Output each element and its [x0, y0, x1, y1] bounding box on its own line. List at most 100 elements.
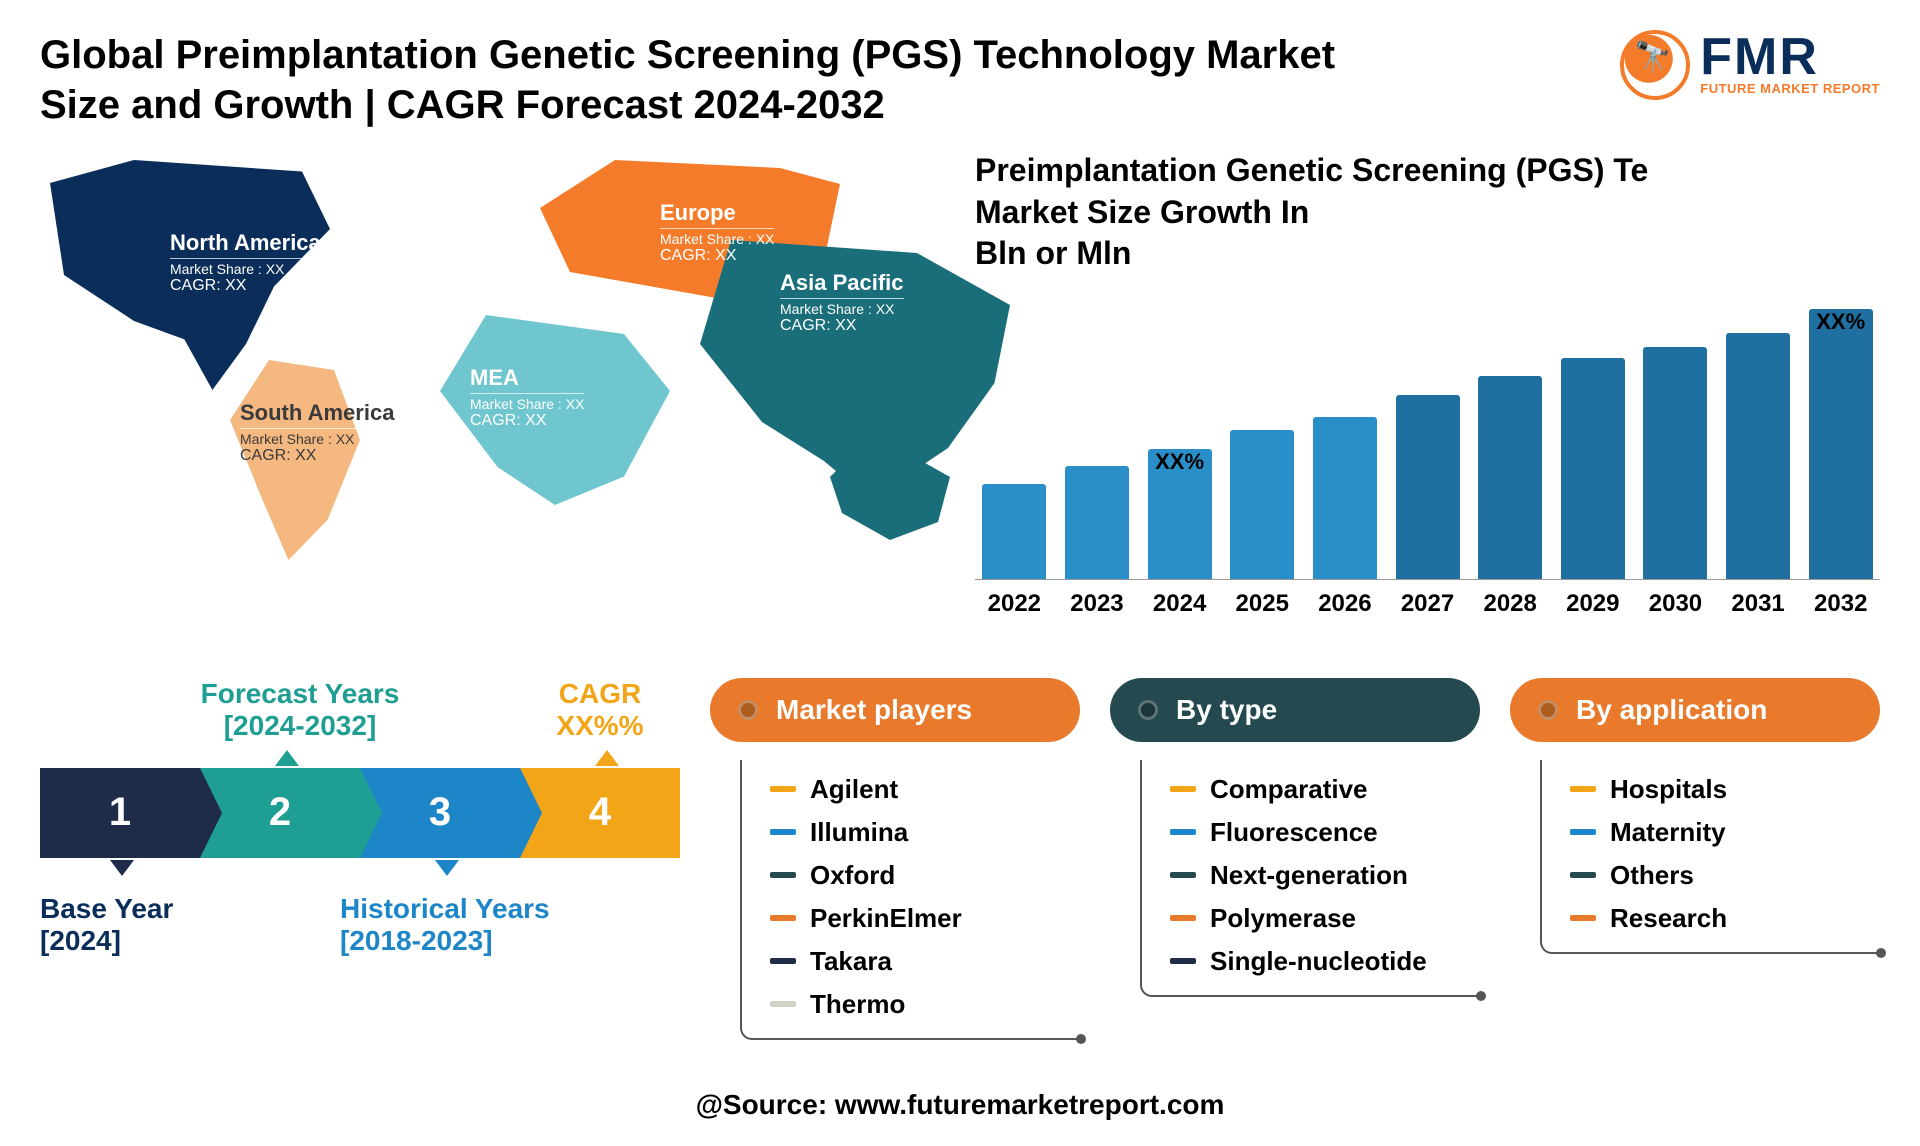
bar-col: XX%: [1146, 449, 1213, 579]
mid-row: North AmericaMarket Share : XXCAGR: XXSo…: [40, 150, 1880, 618]
x-tick-label: 2032: [1807, 590, 1874, 618]
segment-item: Agilent: [770, 768, 1080, 811]
timeline-segment: 4: [520, 768, 680, 858]
region-name: MEA: [470, 365, 584, 391]
segment-item-label: Research: [1610, 903, 1727, 934]
page-title: Global Preimplantation Genetic Screening…: [40, 30, 1340, 130]
market-players-title: Market players: [776, 694, 972, 726]
segment-item: Polymerase: [1170, 897, 1480, 940]
swatch-icon: [770, 872, 796, 878]
region-name: South America: [240, 400, 394, 426]
swatch-icon: [770, 829, 796, 835]
timeline-bar: 1234: [40, 768, 680, 858]
source-attribution: @Source: www.futuremarketreport.com: [696, 1089, 1225, 1121]
page-title-block: Global Preimplantation Genetic Screening…: [40, 30, 1340, 130]
region-name: Asia Pacific: [780, 270, 904, 296]
region-label-eu: EuropeMarket Share : XXCAGR: XX: [660, 200, 774, 265]
swatch-icon: [1570, 829, 1596, 835]
swatch-icon: [1170, 915, 1196, 921]
swatch-icon: [1170, 958, 1196, 964]
segment-item: PerkinElmer: [770, 897, 1080, 940]
bar: [1478, 376, 1542, 579]
by-application-list: Hospitals Maternity Others Research: [1540, 760, 1880, 954]
region-cagr: CAGR: XX: [470, 412, 584, 430]
swatch-icon: [1570, 786, 1596, 792]
segment-item-label: Comparative: [1210, 774, 1368, 805]
segment-item-label: Oxford: [810, 860, 895, 891]
by-application-col: By application Hospitals Maternity Others R…: [1510, 678, 1880, 954]
by-type-col: By type Comparative Fluorescence Next-gene…: [1110, 678, 1480, 997]
segment-item-label: Takara: [810, 946, 892, 977]
bar-col: [1064, 466, 1131, 579]
segment-item: Takara: [770, 940, 1080, 983]
bar: [1643, 347, 1707, 579]
bar-col: XX%: [1807, 309, 1874, 579]
segment-item-label: Next-generation: [1210, 860, 1408, 891]
x-tick-label: 2028: [1477, 590, 1544, 618]
segment-item-label: Maternity: [1610, 817, 1726, 848]
region-label-na: North AmericaMarket Share : XXCAGR: XX: [170, 230, 321, 295]
timeline-pointer-icon: [595, 750, 619, 766]
by-type-list: Comparative Fluorescence Next-generation Po…: [1140, 760, 1480, 997]
by-application-pill: By application: [1510, 678, 1880, 742]
x-tick-label: 2024: [1146, 590, 1213, 618]
timeline-pointer-icon: [275, 750, 299, 766]
bar: [1230, 430, 1294, 579]
timeline: Forecast Years [2024-2032] CAGR XX%% 123…: [40, 678, 680, 858]
swatch-icon: [1170, 872, 1196, 878]
bar-col: [1229, 430, 1296, 579]
base-year-label: Base Year [2024]: [40, 893, 220, 957]
world-map: North AmericaMarket Share : XXCAGR: XXSo…: [40, 150, 945, 550]
segment-item-label: Fluorescence: [1210, 817, 1378, 848]
bar: [1561, 358, 1625, 579]
region-shape-au: [830, 450, 950, 540]
lower-row: Forecast Years [2024-2032] CAGR XX%% 123…: [40, 678, 1880, 1040]
region-name: Europe: [660, 200, 774, 226]
segment-item-label: Polymerase: [1210, 903, 1356, 934]
x-tick-label: 2029: [1559, 590, 1626, 618]
x-axis-labels: 2022202320242025202620272028202920302031…: [975, 580, 1880, 618]
x-tick-label: 2031: [1725, 590, 1792, 618]
segment-item: Maternity: [1570, 811, 1880, 854]
region-label-sa: South AmericaMarket Share : XXCAGR: XX: [240, 400, 394, 465]
bar-col: [1725, 333, 1792, 579]
segment-item: Single-nucleotide: [1170, 940, 1480, 983]
region-share: Market Share : XX: [240, 428, 394, 447]
base-label: Base Year: [40, 893, 173, 924]
bar-col: [1312, 417, 1379, 579]
region-cagr: CAGR: XX: [780, 317, 904, 335]
region-name: North America: [170, 230, 321, 256]
header: Global Preimplantation Genetic Screening…: [40, 30, 1880, 130]
bar: [1809, 309, 1873, 579]
region-share: Market Share : XX: [470, 393, 584, 412]
segment-item-label: Agilent: [810, 774, 898, 805]
telescope-icon: [1620, 30, 1690, 100]
market-players-list: AgilentIlluminaOxfordPerkinElmerTakaraTh…: [740, 760, 1080, 1040]
segment-item-label: Hospitals: [1610, 774, 1727, 805]
logo-abbr: FMR: [1700, 34, 1880, 81]
logo-subtitle: FUTURE MARKET REPORT: [1700, 81, 1880, 96]
timeline-pointer-icon: [110, 860, 134, 876]
region-share: Market Share : XX: [660, 228, 774, 247]
base-range: [2024]: [40, 925, 121, 956]
historical-years-label: Historical Years [2018-2023]: [340, 893, 600, 957]
bar: [1313, 417, 1377, 579]
by-application-title: By application: [1576, 694, 1767, 726]
segment-item-label: Others: [1610, 860, 1694, 891]
x-tick-label: 2030: [1642, 590, 1709, 618]
segment-item: Hospitals: [1570, 768, 1880, 811]
cagr-label: CAGR XX%%: [520, 678, 680, 742]
bar: [1065, 466, 1129, 579]
swatch-icon: [1170, 829, 1196, 835]
segment-item-label: Single-nucleotide: [1210, 946, 1427, 977]
region-share: Market Share : XX: [170, 258, 321, 277]
hist-range: [2018-2023]: [340, 925, 493, 956]
forecast-label: Forecast Years: [201, 678, 400, 709]
segment-item: Fluorescence: [1170, 811, 1480, 854]
cagr-text: CAGR: [559, 678, 641, 709]
bar-col: [1559, 358, 1626, 579]
by-type-title: By type: [1176, 694, 1277, 726]
segment-item: Comparative: [1170, 768, 1480, 811]
x-tick-label: 2022: [981, 590, 1048, 618]
chart-title-l2: Market Size Growth In: [975, 194, 1309, 230]
